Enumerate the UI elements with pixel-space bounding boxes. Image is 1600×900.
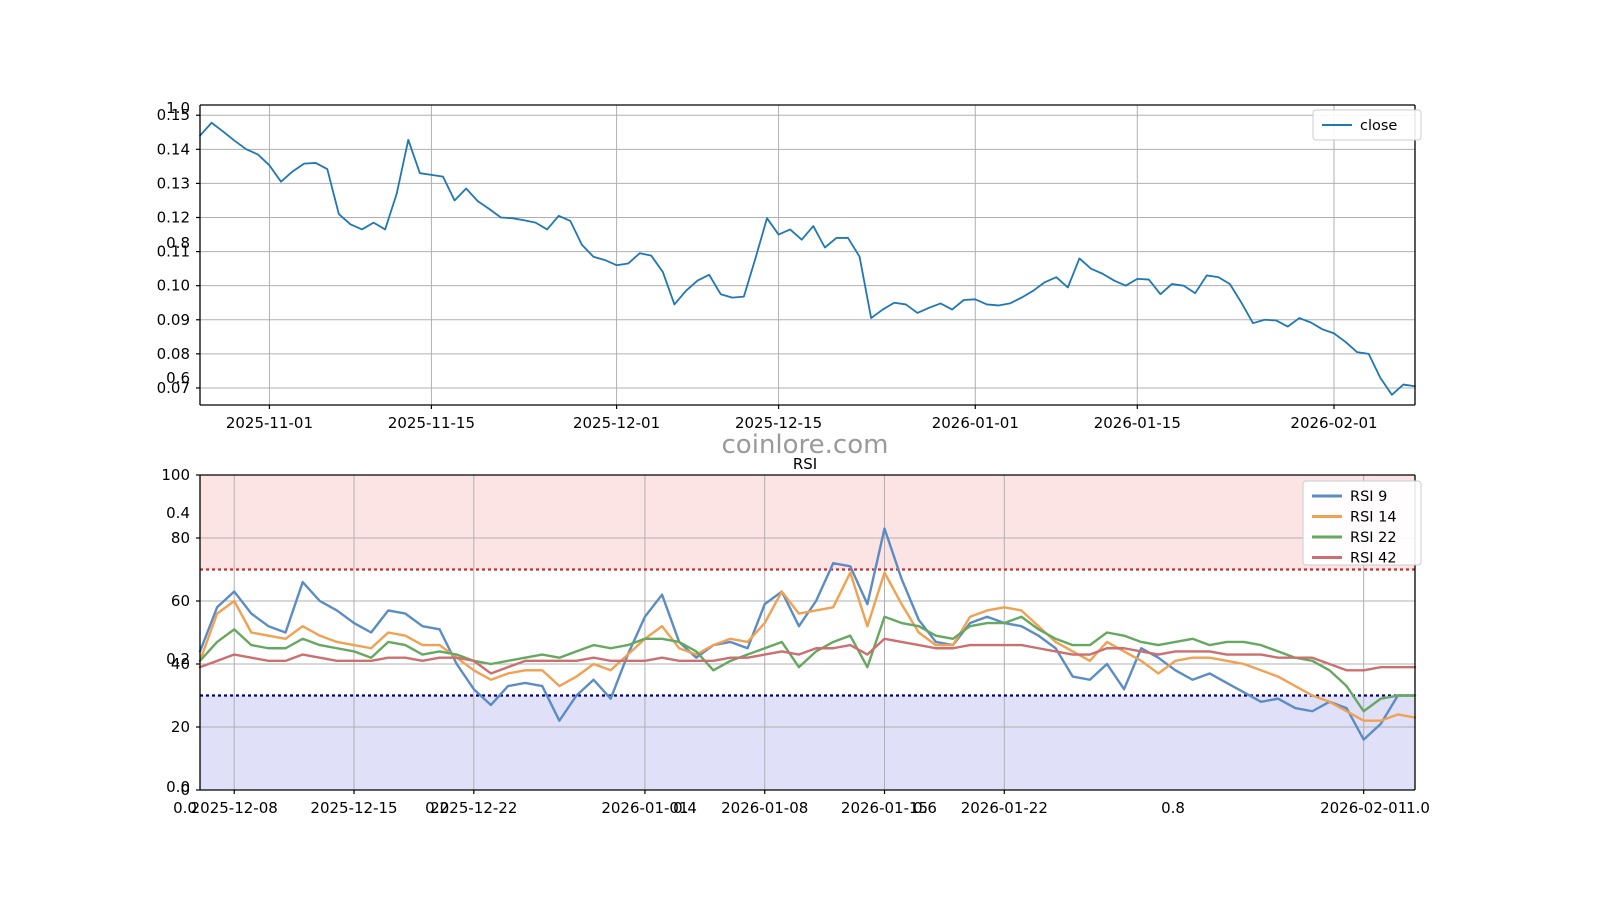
price-x-tick-0: 2025-11-01 <box>226 414 313 432</box>
price-x-tick-2: 2025-12-01 <box>573 414 660 432</box>
rsi-x-tick-2: 2025-12-22 <box>430 799 517 817</box>
rsi-x-secondary-tick-2: 0.4 <box>673 799 697 817</box>
price-y-tick-1: 0.08 <box>157 345 190 363</box>
legend-label-rsi-9: RSI 9 <box>1350 489 1387 505</box>
rsi-x-secondary-tick-labels: 0.0 0.2 0.4 0.6 0.8 1.0 <box>173 799 1430 817</box>
legend-label-rsi-42: RSI 42 <box>1350 551 1397 567</box>
rsi-y-tick-4: 80 <box>171 529 190 547</box>
rsi-series-line-rsi-22 <box>198 615 1417 713</box>
price-x-tick-3: 2025-12-15 <box>735 414 822 432</box>
price-y-tick-6: 0.13 <box>157 174 190 192</box>
rsi-y-tick-labels: 0 20 40 60 80 100 <box>161 466 200 799</box>
price-y-secondary-tick-0: 0.6 <box>166 369 190 387</box>
price-y-tick-5: 0.12 <box>157 209 190 227</box>
close-price-line <box>199 121 1416 396</box>
rsi-y-tick-1: 20 <box>171 718 190 736</box>
rsi-y-tick-2: 40 <box>171 655 190 673</box>
rsi-y-tick-0: 0 <box>180 781 190 799</box>
legend-label-rsi-22: RSI 22 <box>1350 530 1397 546</box>
rsi-y-secondary-tick-labels: 0.0 0.2 0.4 <box>166 504 190 796</box>
rsi-x-tick-6: 2026-01-22 <box>961 799 1048 817</box>
price-y-tick-labels: 0.07 0.08 0.09 0.10 0.11 0.12 0.13 0.14 0.15 <box>157 106 200 397</box>
price-y-secondary-tick-1: 0.8 <box>166 234 190 252</box>
rsi-series-group <box>198 527 1417 741</box>
rsi-x-secondary-tick-4: 0.8 <box>1161 799 1185 817</box>
rsi-oversold-band <box>200 695 1415 790</box>
rsi-y-secondary-tick-0: 0.0 <box>166 778 190 796</box>
price-x-tick-1: 2025-11-15 <box>388 414 475 432</box>
rsi-panel-title: RSI <box>793 455 817 473</box>
rsi-x-tick-labels: 2025-12-08 2025-12-15 2025-12-22 2026-01-01… <box>191 790 1407 817</box>
rsi-y-secondary-tick-1: 0.2 <box>166 650 190 668</box>
rsi-legend-box <box>1302 480 1422 566</box>
price-legend-box <box>1312 109 1422 141</box>
rsi-series-line-rsi-9 <box>198 527 1417 741</box>
price-gridlines <box>200 105 1415 405</box>
rsi-x-secondary-tick-5: 1.0 <box>1406 799 1430 817</box>
rsi-x-tick-7: 2026-02-01 <box>1320 799 1407 817</box>
rsi-x-tick-4: 2026-01-08 <box>721 799 808 817</box>
rsi-overbought-band <box>200 475 1415 570</box>
price-y-tick-0: 0.07 <box>157 379 190 397</box>
rsi-y-tick-3: 60 <box>171 592 190 610</box>
price-y-tick-4: 0.11 <box>157 243 190 261</box>
rsi-x-tick-5: 2026-01-15 <box>841 799 928 817</box>
rsi-x-tick-3: 2026-01-01 <box>601 799 688 817</box>
price-legend[interactable]: close <box>1312 109 1422 141</box>
rsi-x-tick-1: 2025-12-15 <box>310 799 397 817</box>
price-x-tick-4: 2026-01-01 <box>932 414 1019 432</box>
rsi-series-line-rsi-42 <box>198 637 1417 675</box>
legend-label-close: close <box>1360 118 1397 134</box>
price-x-tick-6: 2026-02-01 <box>1290 414 1377 432</box>
price-y-secondary-tick-2: 1.0 <box>166 99 190 117</box>
rsi-x-secondary-tick-1: 0.2 <box>425 799 449 817</box>
price-y-tick-7: 0.14 <box>157 140 190 158</box>
rsi-x-secondary-tick-3: 0.6 <box>913 799 937 817</box>
legend-label-rsi-14: RSI 14 <box>1350 510 1397 526</box>
rsi-x-secondary-tick-0: 0.0 <box>173 799 197 817</box>
price-y-secondary-tick-labels: 0.6 0.8 1.0 <box>166 99 190 387</box>
rsi-series-line-rsi-14 <box>198 571 1417 722</box>
rsi-y-secondary-tick-2: 0.4 <box>166 504 190 522</box>
price-series-group <box>199 121 1416 396</box>
price-y-tick-2: 0.09 <box>157 311 190 329</box>
price-plot-background <box>200 105 1415 405</box>
coinlore-watermark: coinlore.com <box>722 430 889 460</box>
price-x-tick-labels: 2025-11-01 2025-11-15 2025-12-01 2025-12-15… <box>226 405 1378 432</box>
rsi-y-tick-5: 100 <box>161 466 190 484</box>
price-axes-frame <box>199 104 1416 406</box>
price-panel: 0.07 0.08 0.09 0.10 0.11 0.12 0.13 0.14 0.15 0.6… <box>157 99 1422 432</box>
price-y-tick-8: 0.15 <box>157 106 190 124</box>
rsi-x-tick-0: 2025-12-08 <box>191 799 278 817</box>
price-x-tick-5: 2026-01-15 <box>1094 414 1181 432</box>
price-y-tick-3: 0.10 <box>157 277 190 295</box>
rsi-legend[interactable]: RSI 9 RSI 14 RSI 22 RSI 42 <box>1302 480 1422 567</box>
